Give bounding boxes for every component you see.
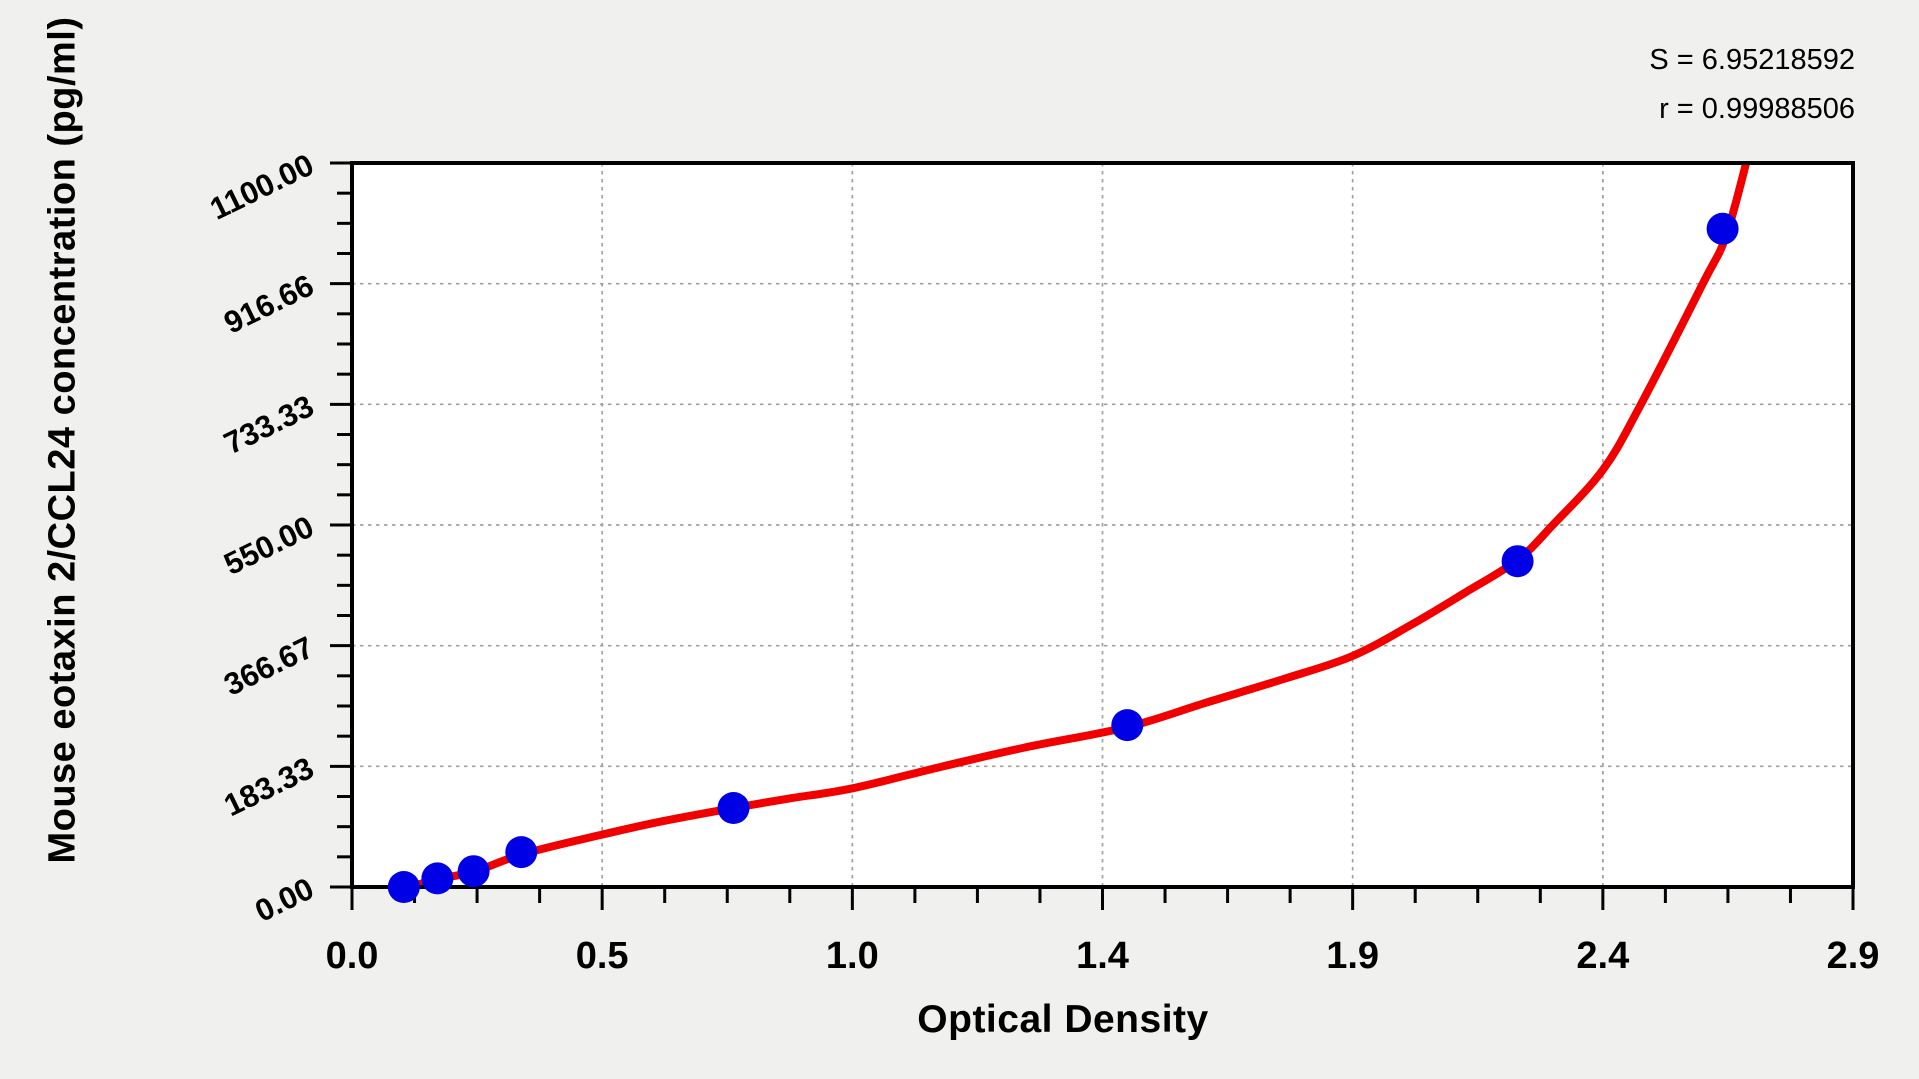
x-tick-label: 2.9 [1827,935,1880,977]
data-point [505,836,538,869]
y-tick-label: 733.33 [218,388,319,461]
y-tick-label: 916.66 [218,268,319,341]
fit-stat-r: r = 0.99988506 [1659,93,1855,125]
data-point [387,871,420,903]
y-tick-label: 0.00 [249,871,319,929]
y-tick-label: 366.67 [218,629,319,702]
y-tick-label: 1100.00 [205,147,320,227]
data-point [1706,212,1739,245]
data-point [1111,709,1144,742]
x-tick-label: 1.9 [1326,935,1379,977]
data-point [457,855,490,888]
y-axis-title: Mouse eotaxin 2/CCL24 concentration (pg/… [41,16,84,864]
fit-statistics: S = 6.95218592 r = 0.99988506 [1649,36,1855,134]
x-axis-title: Optical Density [917,998,1209,1041]
data-point [717,792,750,824]
x-tick-label: 1.4 [1076,935,1129,977]
x-tick-label: 0.5 [576,935,629,977]
fit-curve [397,161,1751,891]
y-tick-label: 183.33 [218,750,319,823]
x-tick-label: 2.4 [1576,935,1629,977]
data-point [421,862,454,895]
fit-stat-s: S = 6.95218592 [1649,44,1855,76]
x-tick-label: 1.0 [826,935,879,977]
data-point [1501,545,1534,578]
plot-border [350,161,1855,889]
x-tick-label: 0.0 [326,935,379,977]
y-tick-label: 550.00 [218,509,319,582]
